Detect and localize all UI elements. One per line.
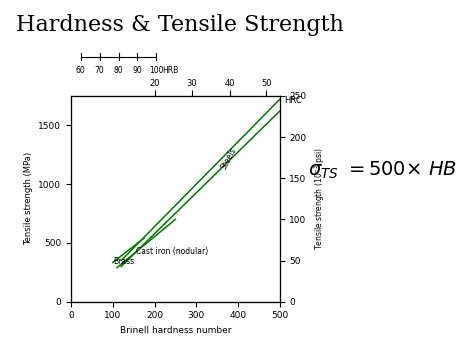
Text: Hardness & Tensile Strength: Hardness & Tensile Strength: [16, 14, 344, 36]
Text: 70: 70: [95, 66, 104, 75]
Y-axis label: Tensile strength (10$^{-3}$ psi): Tensile strength (10$^{-3}$ psi): [312, 147, 327, 250]
Text: 80: 80: [114, 66, 123, 75]
Text: 90: 90: [133, 66, 142, 75]
Text: 100: 100: [149, 66, 164, 75]
Text: Cast iron (nodular): Cast iron (nodular): [136, 247, 208, 256]
Text: Steels: Steels: [219, 146, 238, 171]
Text: 60: 60: [76, 66, 85, 75]
Text: HRC: HRC: [284, 96, 301, 105]
X-axis label: Brinell hardness number: Brinell hardness number: [119, 326, 231, 335]
Text: HRB: HRB: [162, 66, 178, 75]
Text: Brass: Brass: [113, 257, 134, 266]
Y-axis label: Tensile strength (MPa): Tensile strength (MPa): [24, 152, 33, 245]
Text: $\sigma_{TS}\ =500{\times}\ HB$: $\sigma_{TS}\ =500{\times}\ HB$: [308, 160, 457, 181]
